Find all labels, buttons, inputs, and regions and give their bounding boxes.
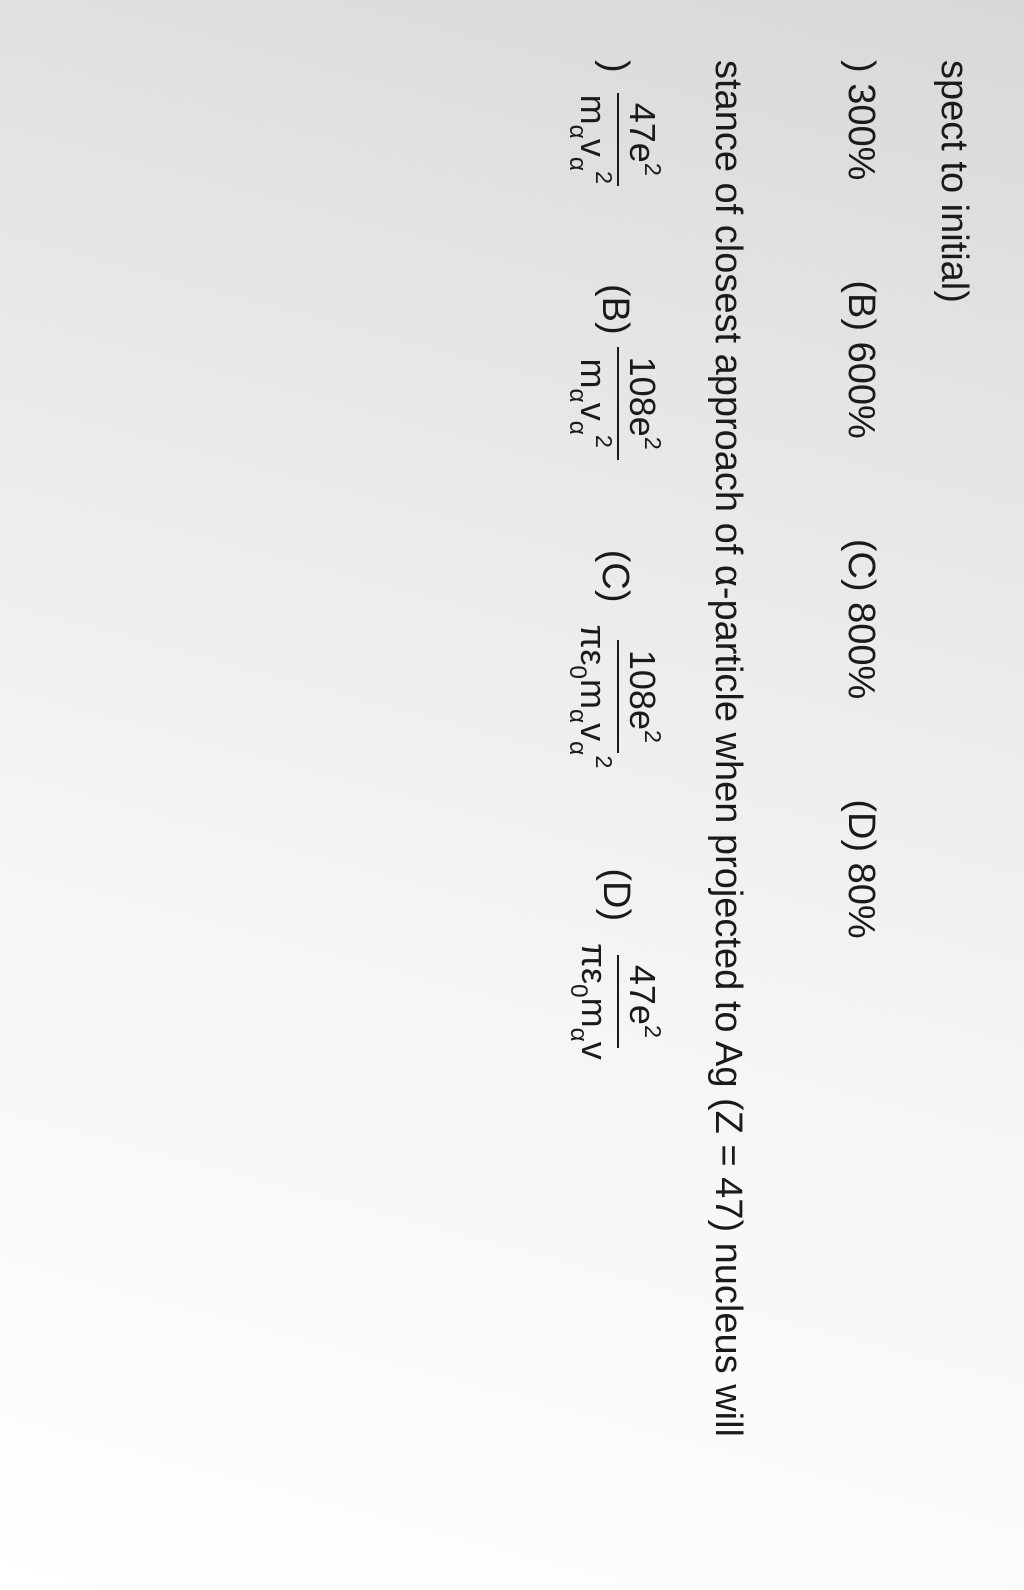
q1-option-a: ) 300% bbox=[830, 60, 891, 180]
num-sup: 2 bbox=[640, 1025, 666, 1038]
den-tail: v bbox=[574, 1042, 615, 1060]
den-pi-eps: πε bbox=[574, 943, 615, 984]
den-sub0: 0 bbox=[564, 665, 591, 679]
q2-option-d: (D) 47e2 πε0mαv bbox=[564, 868, 665, 1069]
num-text: 47e bbox=[622, 965, 663, 1025]
den-sub2: α bbox=[564, 741, 591, 755]
den-sub: α bbox=[564, 389, 591, 403]
fraction-numerator: 47e2 bbox=[617, 93, 666, 186]
den-pi-eps: πε bbox=[573, 625, 614, 666]
den-sup: 2 bbox=[591, 755, 617, 768]
q2-option-b-label: (B) bbox=[593, 284, 636, 335]
den-m: m bbox=[574, 998, 615, 1028]
num-text: 47e bbox=[622, 103, 663, 163]
header-fragment: spect to initial) bbox=[923, 60, 984, 1530]
den-sub: α bbox=[564, 125, 591, 139]
q2-option-b-fraction: 108e2 mαvα2 bbox=[563, 347, 665, 460]
q2-options-row: ) 47e2 mαvα2 (B) 108e2 mαvα2 bbox=[563, 60, 665, 1530]
den-v: v bbox=[573, 403, 614, 421]
q2-stem: stance of closest approach of α-particle… bbox=[698, 60, 759, 1530]
den-sub: α bbox=[565, 1028, 592, 1042]
fraction-denominator: mαvα2 bbox=[563, 85, 616, 194]
den-sub0: 0 bbox=[565, 984, 592, 998]
fraction-numerator: 108e2 bbox=[617, 640, 666, 753]
fraction-denominator: mαvα2 bbox=[563, 349, 616, 458]
q1-option-d: (D) 80% bbox=[830, 799, 891, 938]
q2-option-a: ) 47e2 mαvα2 bbox=[563, 60, 665, 194]
den-sup: 2 bbox=[591, 171, 617, 184]
q2-option-c: (C) 108e2 πε0mαvα2 bbox=[563, 550, 665, 779]
q1-options-row: ) 300% (B) 600% (C) 800% (D) 80% bbox=[830, 60, 891, 1530]
q2-option-a-label: ) bbox=[593, 60, 636, 73]
q1-option-c: (C) 800% bbox=[830, 539, 891, 700]
num-text: 108e bbox=[622, 357, 663, 437]
den-sub: α bbox=[564, 709, 591, 723]
q2-option-b: (B) 108e2 mαvα2 bbox=[563, 284, 665, 460]
fraction-numerator: 108e2 bbox=[617, 347, 666, 460]
den-sub2: α bbox=[564, 157, 591, 171]
q2-option-d-fraction: 47e2 πε0mαv bbox=[564, 933, 665, 1070]
q2-option-c-fraction: 108e2 πε0mαvα2 bbox=[563, 615, 665, 779]
den-sup: 2 bbox=[591, 435, 617, 448]
num-sup: 2 bbox=[640, 730, 666, 743]
den-m: m bbox=[573, 359, 614, 389]
den-v: v bbox=[573, 723, 614, 741]
q2-option-c-label: (C) bbox=[593, 550, 636, 603]
num-sup: 2 bbox=[640, 437, 666, 450]
q2-option-a-fraction: 47e2 mαvα2 bbox=[563, 85, 665, 194]
den-m: m bbox=[573, 679, 614, 709]
q1-option-b: (B) 600% bbox=[830, 280, 891, 438]
num-sup: 2 bbox=[640, 163, 666, 176]
fraction-numerator: 47e2 bbox=[617, 955, 666, 1048]
den-v: v bbox=[573, 139, 614, 157]
num-text: 108e bbox=[622, 650, 663, 730]
den-m: m bbox=[573, 95, 614, 125]
q2-option-d-label: (D) bbox=[594, 868, 637, 921]
fraction-denominator: πε0mαvα2 bbox=[563, 615, 616, 779]
fraction-denominator: πε0mαv bbox=[564, 933, 616, 1070]
den-sub2: α bbox=[564, 421, 591, 435]
page-content: spect to initial) ) 300% (B) 600% (C) 80… bbox=[0, 0, 1024, 1590]
